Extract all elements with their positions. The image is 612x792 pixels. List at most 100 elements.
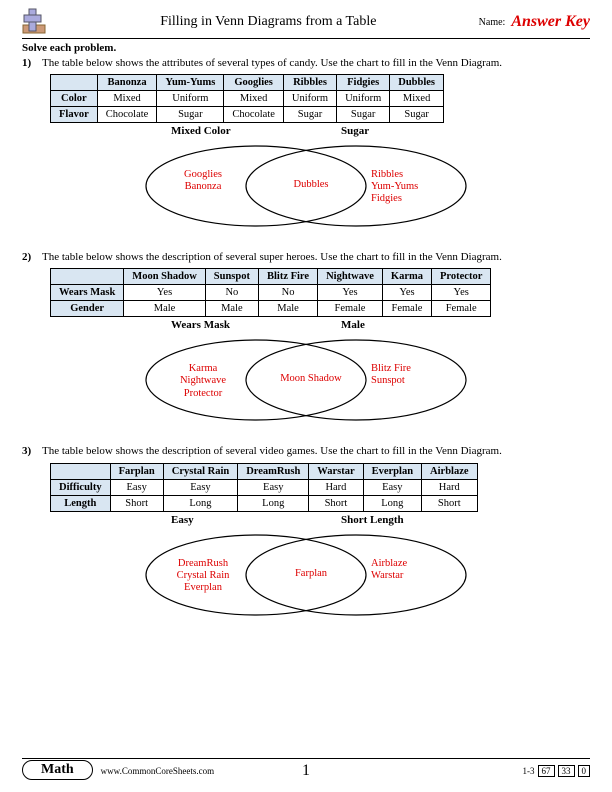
venn-diagram: Wears Mask Male KarmaNightwaveProtector … xyxy=(116,321,496,431)
row-header: Gender xyxy=(51,301,124,317)
footer-url: www.CommonCoreSheets.com xyxy=(101,766,214,776)
table-cell: Mixed xyxy=(390,91,444,107)
name-label: Name: xyxy=(479,17,506,28)
table-cell: Uniform xyxy=(283,91,336,107)
table-cell: Mixed xyxy=(97,91,157,107)
problem-description: The table below shows the attributes of … xyxy=(42,57,590,70)
table-cell: Mixed xyxy=(224,91,284,107)
table-cell: Female xyxy=(382,301,431,317)
problem: 1) The table below shows the attributes … xyxy=(22,57,590,237)
venn-left-items: KarmaNightwaveProtector xyxy=(158,363,248,399)
table-cell: Hard xyxy=(309,479,363,495)
table-cell: Female xyxy=(432,301,491,317)
col-header: Ribbles xyxy=(283,75,336,91)
table-cell: Sugar xyxy=(283,107,336,123)
table-cell: Long xyxy=(363,495,421,511)
col-header: Googlies xyxy=(224,75,284,91)
table-cell: Long xyxy=(238,495,309,511)
footer-score-2: 33 xyxy=(558,765,575,777)
col-header: Dubbles xyxy=(390,75,444,91)
venn-label-left: Wears Mask xyxy=(171,319,230,331)
col-header: Banonza xyxy=(97,75,157,91)
problem-description: The table below shows the description of… xyxy=(42,251,590,264)
footer: Math www.CommonCoreSheets.com 1 1-3 67 3… xyxy=(22,758,590,782)
col-header: Yum-Yums xyxy=(157,75,224,91)
table-cell: Short xyxy=(309,495,363,511)
table-cell: Uniform xyxy=(157,91,224,107)
table-cell: Easy xyxy=(163,479,237,495)
table-cell: Chocolate xyxy=(97,107,157,123)
table-cell: Short xyxy=(110,495,163,511)
table-cell: Sugar xyxy=(337,107,390,123)
venn-label-left: Mixed Color xyxy=(171,125,231,137)
data-table: Moon ShadowSunspotBlitz FireNightwaveKar… xyxy=(50,268,491,317)
table-cell: Long xyxy=(163,495,237,511)
venn-diagram: Easy Short Length DreamRushCrystal RainE… xyxy=(116,516,496,626)
footer-page: 1 xyxy=(302,762,310,780)
data-table: BanonzaYum-YumsGoogliesRibblesFidgiesDub… xyxy=(50,74,444,123)
venn-right-items: Blitz FireSunspot xyxy=(371,363,461,387)
venn-right-items: AirblazeWarstar xyxy=(371,558,461,582)
table-cell: Uniform xyxy=(337,91,390,107)
col-header: Fidgies xyxy=(337,75,390,91)
table-cell: Yes xyxy=(318,285,383,301)
problem-number: 1) xyxy=(22,57,42,69)
col-header: Nightwave xyxy=(318,269,383,285)
footer-subject: Math xyxy=(22,760,93,780)
table-cell: Chocolate xyxy=(224,107,284,123)
problem-number: 2) xyxy=(22,251,42,263)
logo-icon xyxy=(22,8,50,36)
data-table: FarplanCrystal RainDreamRushWarstarEverp… xyxy=(50,463,478,512)
footer-score-3: 0 xyxy=(578,765,591,777)
table-cell: Yes xyxy=(382,285,431,301)
col-header: Farplan xyxy=(110,463,163,479)
table-cell: Yes xyxy=(432,285,491,301)
venn-label-right: Male xyxy=(341,319,365,331)
table-cell: Hard xyxy=(422,479,478,495)
col-header: Warstar xyxy=(309,463,363,479)
problem-description: The table below shows the description of… xyxy=(42,445,590,458)
table-cell: Female xyxy=(318,301,383,317)
row-header: Wears Mask xyxy=(51,285,124,301)
table-cell: No xyxy=(205,285,258,301)
header: Filling in Venn Diagrams from a Table Na… xyxy=(22,8,590,39)
table-cell: Male xyxy=(205,301,258,317)
col-header: DreamRush xyxy=(238,463,309,479)
footer-scores: 1-3 67 33 0 xyxy=(523,765,591,777)
problem: 2) The table below shows the description… xyxy=(22,251,590,431)
venn-center-items: Moon Shadow xyxy=(271,373,351,385)
table-cell: Sugar xyxy=(157,107,224,123)
venn-left-items: GoogliesBanonza xyxy=(158,169,248,193)
row-header: Length xyxy=(51,495,111,511)
col-header: Moon Shadow xyxy=(124,269,205,285)
row-header: Color xyxy=(51,91,98,107)
answer-key: Answer Key xyxy=(511,13,590,31)
page-title: Filling in Venn Diagrams from a Table xyxy=(58,14,479,30)
table-cell: No xyxy=(258,285,317,301)
table-cell: Yes xyxy=(124,285,205,301)
venn-left-items: DreamRushCrystal RainEverplan xyxy=(158,558,248,594)
venn-label-left: Easy xyxy=(171,514,194,526)
col-header: Crystal Rain xyxy=(163,463,237,479)
col-header: Sunspot xyxy=(205,269,258,285)
row-header: Flavor xyxy=(51,107,98,123)
venn-center-items: Dubbles xyxy=(271,179,351,191)
venn-label-right: Short Length xyxy=(341,514,404,526)
instruction: Solve each problem. xyxy=(22,42,590,54)
col-header: Protector xyxy=(432,269,491,285)
table-cell: Male xyxy=(258,301,317,317)
col-header: Blitz Fire xyxy=(258,269,317,285)
table-cell: Easy xyxy=(363,479,421,495)
table-cell: Sugar xyxy=(390,107,444,123)
footer-range: 1-3 xyxy=(523,766,535,776)
venn-center-items: Farplan xyxy=(271,568,351,580)
venn-right-items: RibblesYum-YumsFidgies xyxy=(371,169,461,205)
table-cell: Male xyxy=(124,301,205,317)
problem-number: 3) xyxy=(22,445,42,457)
table-cell: Short xyxy=(422,495,478,511)
footer-score-1: 67 xyxy=(538,765,555,777)
table-cell: Easy xyxy=(110,479,163,495)
venn-diagram: Mixed Color Sugar GoogliesBanonza Dubble… xyxy=(116,127,496,237)
col-header: Everplan xyxy=(363,463,421,479)
venn-label-right: Sugar xyxy=(341,125,369,137)
